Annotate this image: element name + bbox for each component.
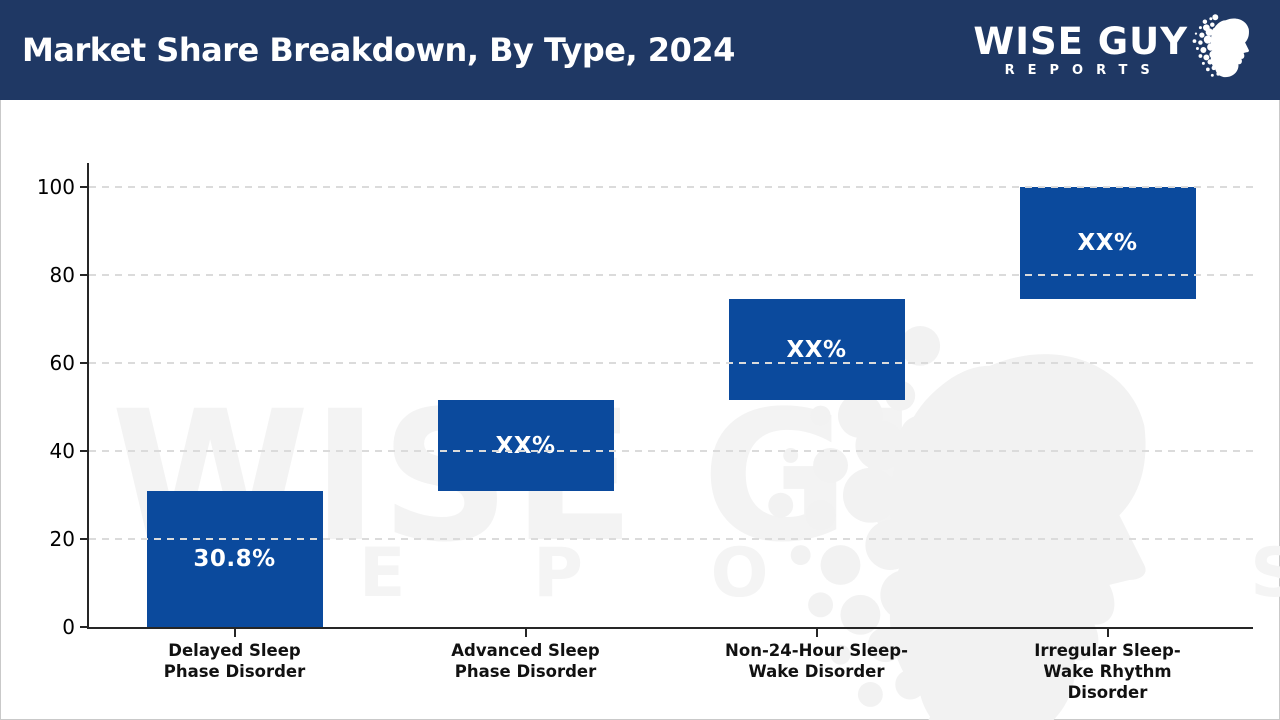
y-tick-label: 100	[36, 175, 75, 199]
y-tick-label: 80	[49, 263, 75, 287]
x-tick	[815, 629, 818, 637]
y-tick	[80, 274, 87, 276]
category-label: Delayed Sleep Phase Disorder	[163, 641, 306, 681]
y-axis-line	[87, 163, 89, 629]
x-tick	[524, 629, 527, 637]
bar-value-label: XX%	[1077, 230, 1138, 257]
header-banner: Market Share Breakdown, By Type, 2024 WI…	[0, 0, 1280, 100]
x-tick	[1106, 629, 1109, 637]
y-tick	[80, 538, 87, 540]
logo-name-text: WISE GUY	[973, 20, 1188, 63]
bar-value-label: XX%	[495, 432, 556, 459]
bar-segment: XX%	[437, 400, 614, 492]
dotted-face-icon	[1192, 14, 1249, 78]
plot-area: 0 20 40 60 80 100 30.8% Delayed Sleep Phase Dis…	[37, 163, 1253, 702]
y-tick	[80, 450, 87, 452]
y-tick-label: 40	[49, 439, 75, 463]
gridline	[89, 274, 1253, 276]
category-label: Irregular Sleep- Wake Rhythm Disorder	[1034, 641, 1181, 702]
gridline	[89, 186, 1253, 188]
bar-segment: 30.8%	[146, 491, 323, 627]
y-tick	[80, 186, 87, 188]
gridline	[89, 538, 1253, 540]
category-label: Non-24-Hour Sleep- Wake Disorder	[725, 641, 908, 681]
x-axis-line	[87, 627, 1253, 629]
y-tick	[80, 626, 87, 628]
chart-canvas: WISE GUY R E P O R T S 0 20 40 60 80 100	[0, 100, 1280, 720]
y-tick	[80, 362, 87, 364]
wise-guy-reports-logo: WISE GUY REPORTS	[973, 11, 1254, 89]
y-tick-label: 60	[49, 351, 75, 375]
bar-value-label: XX%	[786, 336, 847, 363]
logo-wordmark: WISE GUY REPORTS	[973, 23, 1188, 77]
category-label: Advanced Sleep Phase Disorder	[451, 641, 600, 681]
bar-value-label: 30.8%	[193, 546, 276, 573]
gridline	[89, 450, 1253, 452]
gridline	[89, 362, 1253, 364]
x-tick	[233, 629, 236, 637]
logo-reports-text: REPORTS	[1004, 63, 1163, 78]
y-tick-label: 20	[49, 527, 75, 551]
bar-segment: XX%	[1019, 187, 1196, 300]
bar-segment: XX%	[728, 299, 905, 401]
y-tick-label: 0	[62, 615, 75, 639]
page-title: Market Share Breakdown, By Type, 2024	[22, 31, 735, 69]
